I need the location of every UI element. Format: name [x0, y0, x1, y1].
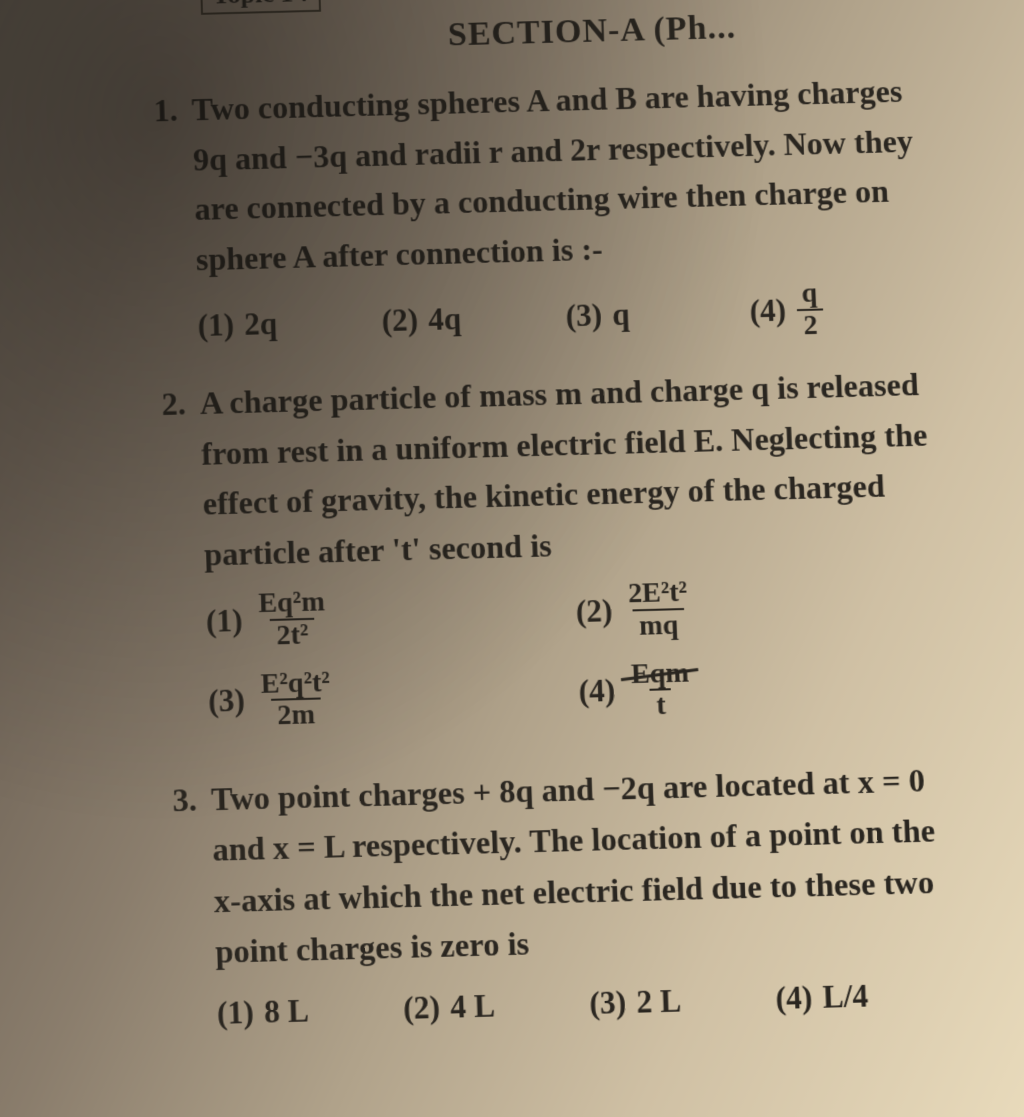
opt-label: (1) — [197, 300, 235, 350]
question-3: 3. Two point charges + 8q and −2q are lo… — [162, 754, 963, 1040]
q1-opt-1: (1) 2q — [197, 290, 383, 356]
frac-num: 2E²t² — [621, 577, 693, 609]
opt-label: (2) — [402, 983, 440, 1034]
q1-body: Two conducting spheres A and B are havin… — [191, 66, 935, 356]
q1-opt-2: (2) 4q — [381, 285, 567, 351]
frac-den: 2m — [271, 698, 322, 731]
section-title: SECTION-A (Ph... — [261, 4, 923, 59]
opt-label: (1) — [216, 988, 254, 1039]
q1-opt-4: (4) q 2 — [749, 276, 935, 342]
opt-value: 4q — [427, 294, 461, 343]
question-1: 1. Two conducting spheres A and B are ha… — [143, 66, 935, 357]
q3-options: (1) 8 L (2) 4 L (3) 2 L (4) L/4 — [216, 969, 962, 1039]
q3-opt-4: (4) L/4 — [775, 969, 963, 1024]
frac-den: t — [650, 688, 673, 721]
q2-body: A charge particle of mass m and charge q… — [199, 359, 951, 751]
q2-opt-1: (1) Eq²m 2t² — [205, 581, 577, 653]
question-2: 2. A charge particle of mass m and charg… — [151, 359, 951, 752]
q1-options: (1) 2q (2) 4q (3) q (4) q 2 — [197, 276, 935, 357]
q2-text: A charge particle of mass m and charge q… — [199, 359, 944, 580]
q2-opt-2: (2) 2E²t² mq — [575, 571, 947, 643]
topic-label: Topic 1 : — [200, 0, 321, 15]
opt-label: (4) — [578, 666, 616, 716]
q1-opt-3: (3) q — [565, 280, 751, 346]
opt-label: (3) — [589, 978, 628, 1029]
frac-num: E²q²t² — [254, 667, 336, 699]
opt-value: 4 L — [449, 981, 495, 1032]
q3-number: 3. — [162, 774, 218, 1040]
opt-label: (3) — [565, 291, 603, 341]
q1-number: 1. — [143, 85, 199, 357]
opt-label: (2) — [575, 586, 613, 636]
frac-den: mq — [633, 608, 685, 641]
fraction: Eqm t — [624, 658, 696, 722]
q3-opt-1: (1) 8 L — [216, 984, 404, 1039]
opt-label: (1) — [205, 596, 243, 646]
opt-value: q — [611, 290, 630, 339]
fraction: 2E²t² mq — [621, 577, 695, 641]
q3-opt-2: (2) 4 L — [402, 979, 590, 1034]
opt-value: 8 L — [263, 986, 309, 1037]
opt-label: (2) — [381, 296, 419, 346]
frac-den: 2 — [797, 308, 824, 340]
exam-page: Topic 1 : SECTION-A (Ph... 1. Two conduc… — [80, 0, 1006, 1106]
opt-label: (4) — [749, 286, 787, 336]
frac-num-strike: Eqm — [624, 658, 695, 690]
opt-value: 2q — [243, 299, 277, 348]
q3-text: Two point charges + 8q and −2q are locat… — [210, 754, 960, 978]
frac-den: 2t² — [270, 617, 315, 650]
frac-num: q — [795, 279, 824, 309]
q2-opt-4: (4) Eqm t — [578, 651, 951, 723]
fraction: E²q²t² 2m — [254, 667, 337, 731]
fraction: Eq²m 2t² — [252, 587, 332, 651]
q2-options: (1) Eq²m 2t² (2) 2E²t² mq (3) — [205, 571, 951, 751]
opt-value: L/4 — [822, 971, 869, 1022]
opt-value: 2 L — [636, 976, 682, 1027]
q3-opt-3: (3) 2 L — [589, 974, 777, 1029]
q2-opt-3: (3) E²q²t² 2m — [207, 661, 579, 733]
q1-text: Two conducting spheres A and B are havin… — [191, 66, 932, 285]
opt-label: (4) — [775, 973, 814, 1024]
fraction: q 2 — [795, 279, 825, 341]
frac-num: Eq²m — [252, 587, 331, 619]
opt-label: (3) — [208, 676, 246, 726]
q3-body: Two point charges + 8q and −2q are locat… — [210, 754, 962, 1038]
